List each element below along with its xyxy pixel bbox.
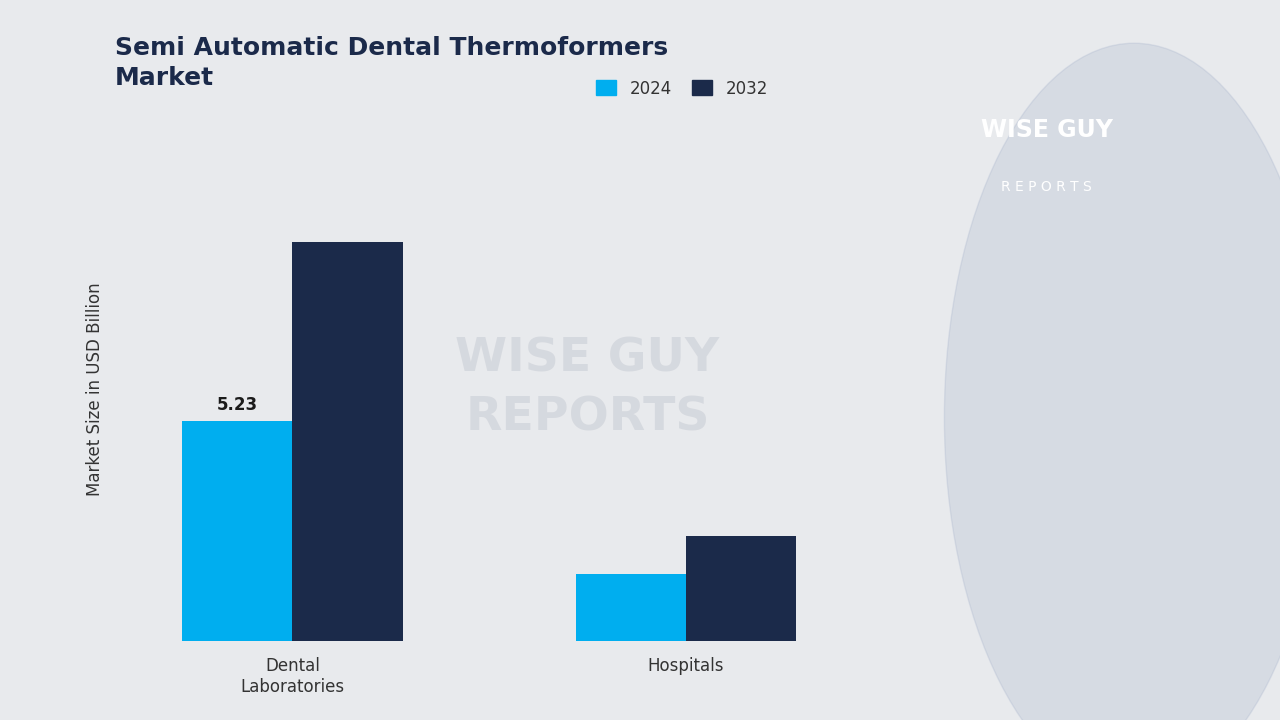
Bar: [576, 574, 686, 641]
Bar: [686, 536, 796, 641]
Legend: 2024, 2032: 2024, 2032: [596, 80, 768, 98]
Bar: [182, 421, 292, 641]
Text: WISE GUY: WISE GUY: [980, 117, 1112, 142]
Text: R E P O R T S: R E P O R T S: [1001, 180, 1092, 194]
Bar: [292, 242, 402, 641]
Text: Semi Automatic Dental Thermoformers
Market: Semi Automatic Dental Thermoformers Mark…: [115, 36, 668, 90]
Circle shape: [945, 43, 1280, 720]
Y-axis label: Market Size in USD Billion: Market Size in USD Billion: [86, 282, 104, 495]
Text: 5.23: 5.23: [216, 395, 257, 413]
Text: WISE GUY
REPORTS: WISE GUY REPORTS: [456, 337, 719, 441]
